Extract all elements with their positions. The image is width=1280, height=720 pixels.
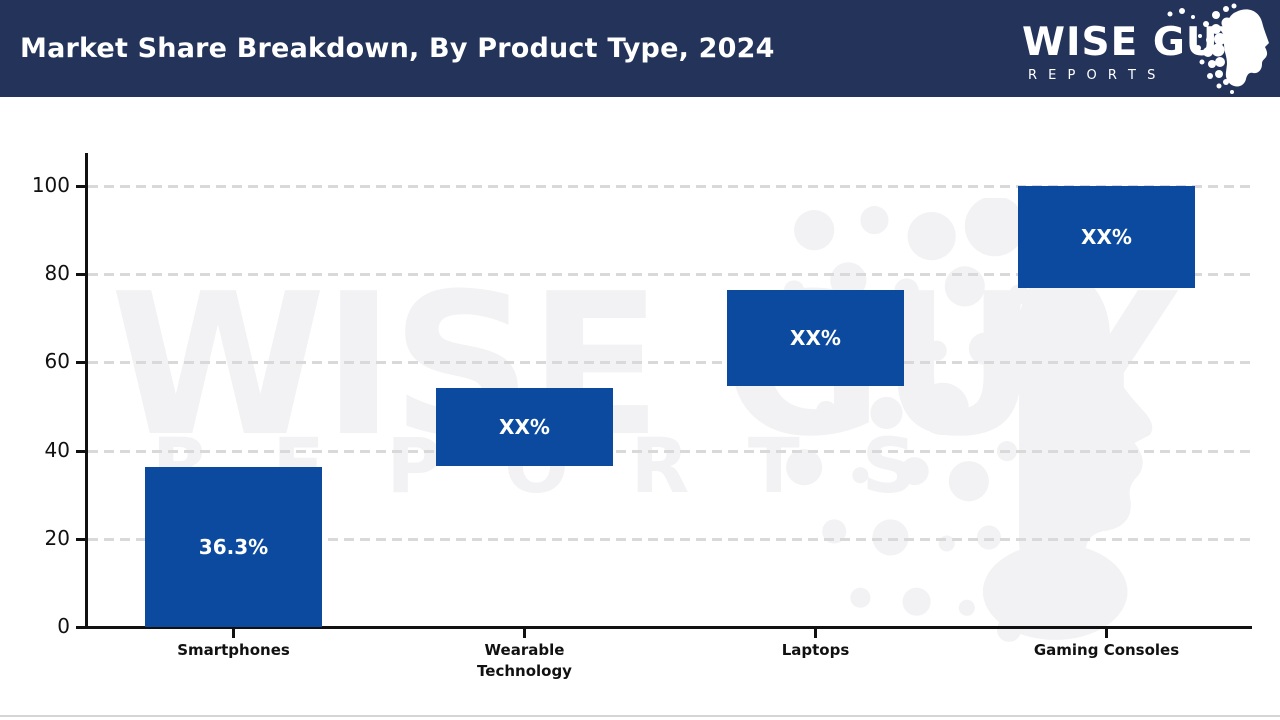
logo-text-line2: R E P O R T S [1028,68,1159,83]
bar-value-label: XX% [790,326,841,351]
y-tick-40 [76,449,85,453]
x-tick-3 [814,629,817,638]
y-tick-80 [76,273,85,277]
x-tick-label-laptops: Laptops [696,640,936,661]
gridline-60 [88,361,1252,365]
y-axis-line [85,153,88,629]
bar-wearable-technology: XX% [436,387,613,466]
x-label-line: Gaming Consoles [1033,641,1180,659]
x-tick-label-gaming-consoles: Gaming Consoles [987,640,1227,661]
x-tick-2 [523,629,526,638]
bar-laptops: XX% [727,290,904,387]
header-bar: Market Share Breakdown, By Product Type,… [0,0,1280,97]
x-label-line: Wearable [484,641,565,659]
y-tick-label-20: 20 [44,525,70,550]
bar-value-label: 36.3% [198,534,269,559]
x-label-line: Technology [477,662,572,680]
y-tick-label-0: 0 [57,614,70,638]
gridline-20 [88,537,1252,541]
y-tick-label-60: 60 [44,349,70,374]
gridline-100 [88,185,1252,188]
x-tick-label-smartphones: Smartphones [114,640,354,661]
x-label-line: Laptops [781,641,850,659]
gridline-40 [88,449,1252,453]
gridline-80 [88,273,1252,277]
y-tick-20 [76,537,85,541]
bar-value-label: XX% [1081,225,1132,250]
x-tick-4 [1105,629,1108,638]
x-axis-line [85,626,1252,629]
y-tick-60 [76,361,85,365]
bottom-divider [0,715,1280,717]
x-tick-label-wearable-technology: Wearable Technology [405,640,645,682]
y-tick-label-80: 80 [44,261,70,286]
y-tick-label-100: 100 [31,173,70,197]
x-tick-1 [232,629,235,638]
logo-head-icon [1167,3,1269,94]
watermark-text-line1: WISE GUY [110,252,1176,480]
y-tick-0 [76,626,85,629]
y-tick-label-40: 40 [44,437,70,462]
bar-value-label: XX% [499,414,550,439]
x-label-line: Smartphones [177,641,290,659]
watermark-head-icon [784,198,1153,642]
y-tick-100 [76,185,85,188]
bar-gaming-consoles: XX% [1018,186,1195,288]
chart-title: Market Share Breakdown, By Product Type,… [20,33,775,64]
bar-smartphones: 36.3% [145,466,322,627]
wiseguy-logo: WISE GUY R E P O R T S [1022,3,1269,94]
